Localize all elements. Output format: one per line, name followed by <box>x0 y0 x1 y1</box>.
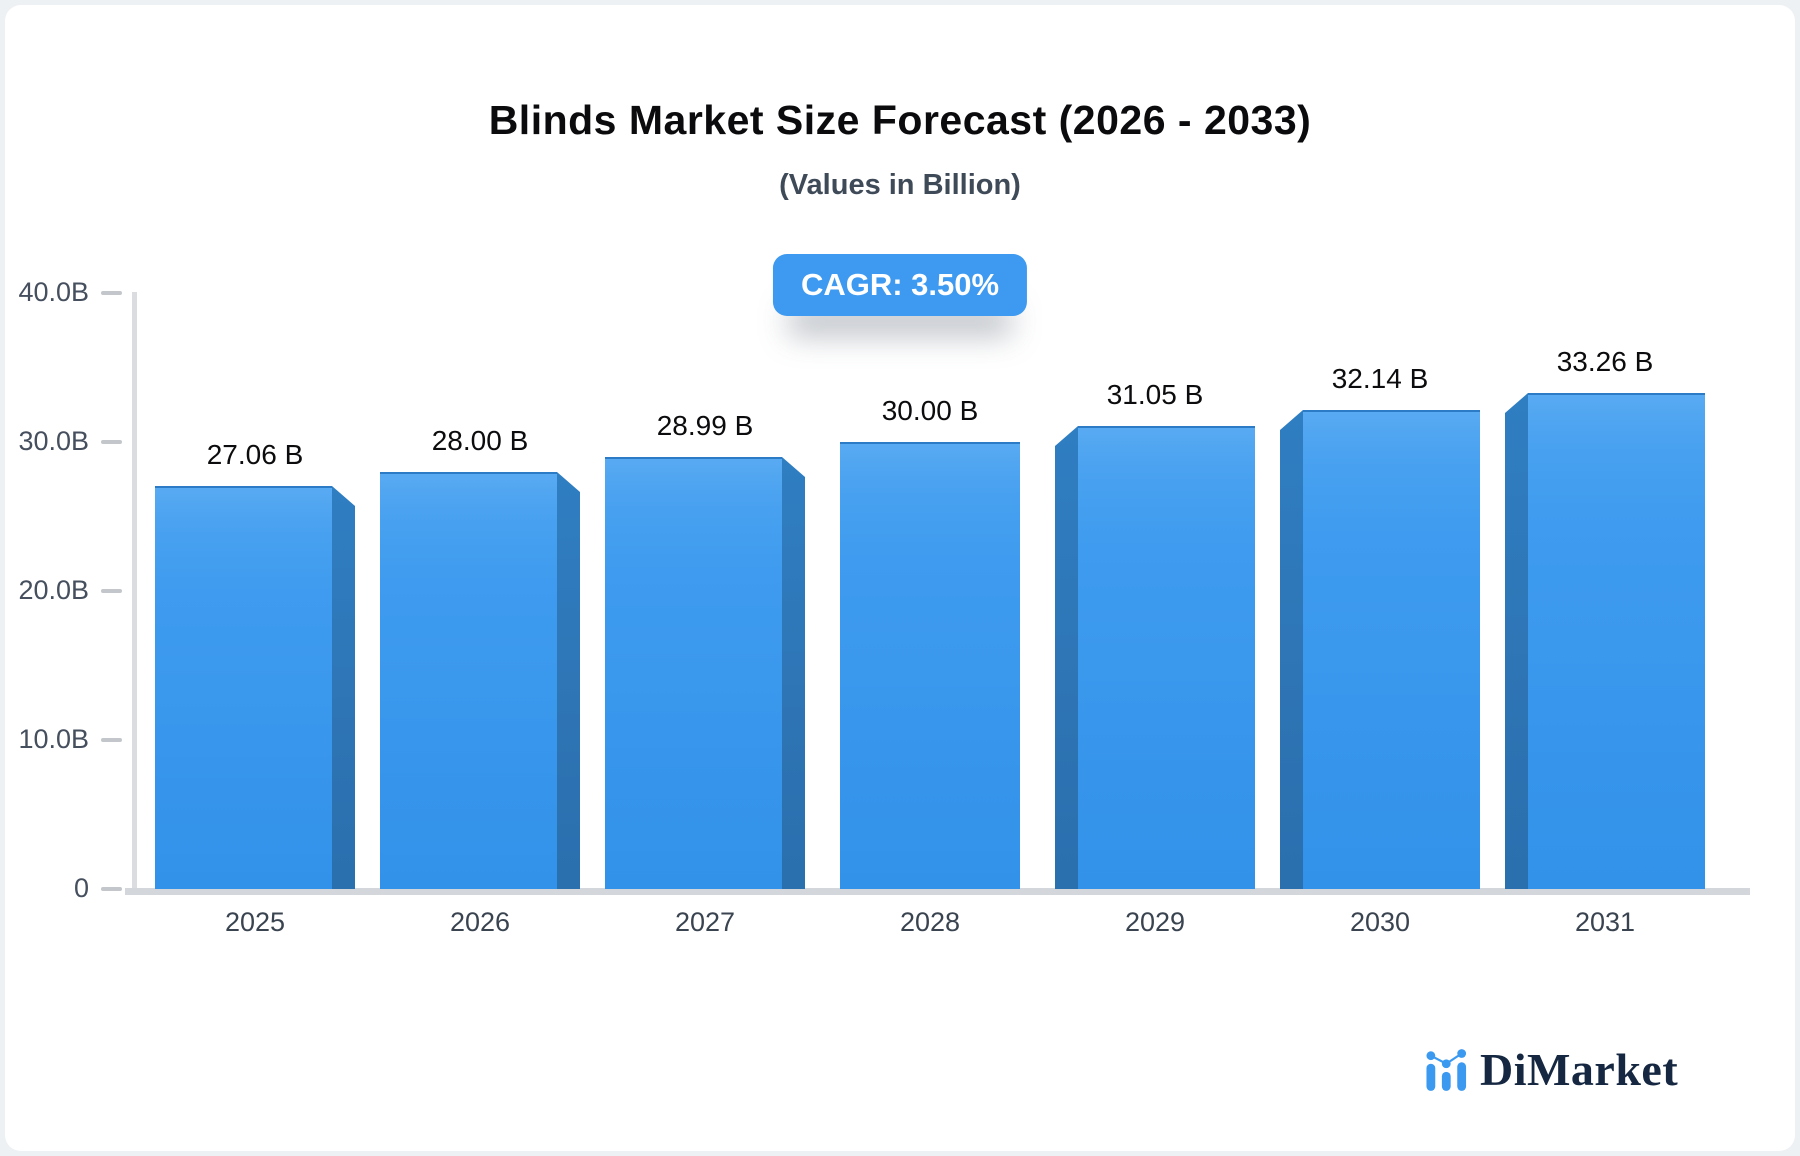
bar-2031 <box>1528 393 1705 889</box>
bar-2030 <box>1303 410 1480 889</box>
bar-side-2031 <box>1505 393 1528 889</box>
x-axis-label-2025: 2025 <box>224 907 286 937</box>
y-tick-label-0: 0 <box>73 873 89 903</box>
y-tick-mark <box>101 291 122 295</box>
bar-2026 <box>380 472 557 889</box>
y-axis-line <box>132 292 137 889</box>
y-tick-mark <box>101 589 122 593</box>
plot-area: 0 10.0B 20.0B 30.0B 40.0B 27.06 B 2025 28.00 B… <box>5 5 1795 1151</box>
value-label-2026: 28.00 B <box>431 425 529 456</box>
x-axis-label-2030: 2030 <box>1349 907 1411 937</box>
value-label-2029: 31.05 B <box>1106 379 1204 410</box>
value-label-2028: 30.00 B <box>881 395 979 426</box>
y-tick-label-10.0B: 10.0B <box>18 724 89 754</box>
x-axis-label-2031: 2031 <box>1574 907 1636 937</box>
cagr-badge: CAGR: 3.50% <box>772 254 1028 316</box>
chart-subtitle: (Values in Billion) <box>779 169 1021 201</box>
value-label-2027: 28.99 B <box>656 410 754 441</box>
y-tick-mark <box>101 887 122 891</box>
x-axis-label-2029: 2029 <box>1124 907 1186 937</box>
x-axis-label-2026: 2026 <box>449 907 511 937</box>
bar-side-2026 <box>557 472 580 889</box>
x-axis-label-2028: 2028 <box>899 907 961 937</box>
bar-side-2030 <box>1280 410 1303 889</box>
dimarket-logo: DiMarket <box>1425 1043 1678 1096</box>
y-tick-mark <box>101 738 122 742</box>
value-label-2031: 33.26 B <box>1556 346 1654 377</box>
y-tick-mark <box>101 440 122 444</box>
bar-side-2029 <box>1055 426 1078 889</box>
bar-side-2025 <box>332 486 355 889</box>
bar-2029 <box>1078 426 1255 889</box>
y-tick-label-20.0B: 20.0B <box>18 575 89 605</box>
bar-line-chart-icon <box>1426 1048 1467 1091</box>
x-axis-label-2027: 2027 <box>674 907 736 937</box>
bar-2027 <box>605 457 782 889</box>
chart-title: Blinds Market Size Forecast (2026 - 2033… <box>488 97 1312 143</box>
value-label-2025: 27.06 B <box>206 439 304 470</box>
y-tick-label-30.0B: 30.0B <box>18 426 89 456</box>
bar-side-2027 <box>782 457 805 889</box>
x-axis-baseline <box>125 888 1750 895</box>
chart-card: Blinds Market Size Forecast (2026 - 2033… <box>5 5 1795 1151</box>
dimarket-logo-text: DiMarket <box>1480 1044 1679 1095</box>
bar-2025 <box>155 486 332 889</box>
cagr-badge-label: CAGR: 3.50% <box>800 267 1000 302</box>
value-label-2030: 32.14 B <box>1331 363 1429 394</box>
y-tick-label-40.0B: 40.0B <box>18 277 89 307</box>
bar-2028 <box>840 442 1020 889</box>
